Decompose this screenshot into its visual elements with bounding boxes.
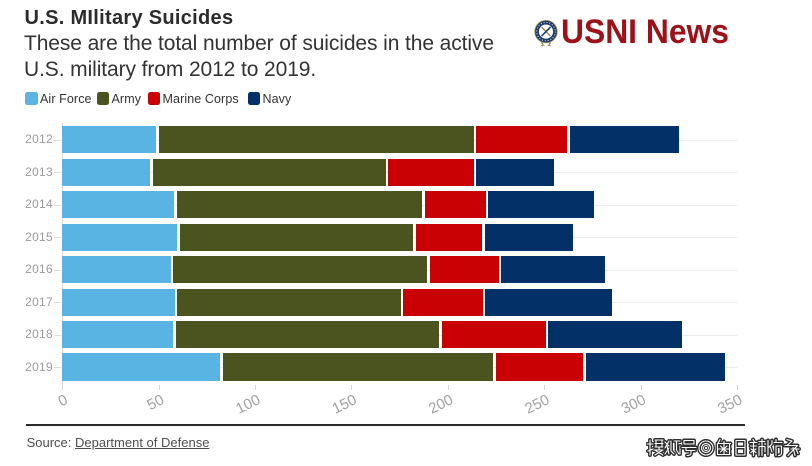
svg-text:50: 50 — [144, 391, 166, 414]
svg-text:350: 350 — [715, 391, 745, 417]
svg-text:USNI News: USNI News — [561, 14, 729, 51]
svg-text:150: 150 — [330, 391, 360, 417]
svg-text:100: 100 — [233, 391, 263, 417]
svg-text:200: 200 — [426, 391, 456, 417]
svg-text:300: 300 — [619, 391, 649, 417]
svg-text:0: 0 — [56, 391, 71, 410]
svg-text:250: 250 — [522, 391, 552, 417]
